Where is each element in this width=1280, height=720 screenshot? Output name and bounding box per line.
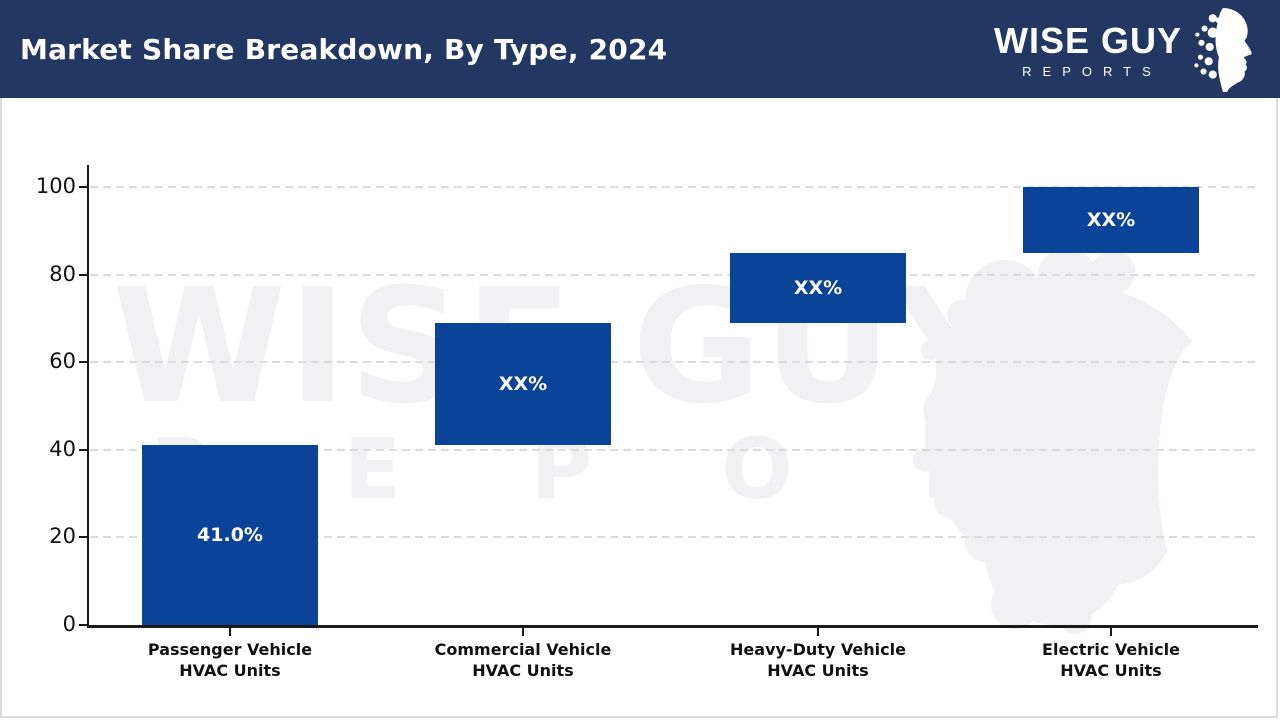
bar-value-label: XX% bbox=[1086, 208, 1136, 231]
x-tick-2 bbox=[522, 628, 524, 636]
logo-text: WISE GUY REPORTS bbox=[994, 20, 1182, 79]
category-label-line: HVAC Units bbox=[179, 661, 281, 680]
bar-segment-1: 41.0% bbox=[142, 445, 318, 625]
gridline-60 bbox=[90, 361, 1258, 364]
x-axis-line bbox=[87, 625, 1258, 628]
gridline-20 bbox=[90, 536, 1258, 539]
category-label-line: HVAC Units bbox=[1060, 661, 1162, 680]
logo-head-icon bbox=[1194, 8, 1252, 92]
y-tick-label-0: 0 bbox=[62, 612, 76, 636]
bar-value-label: XX% bbox=[793, 276, 843, 299]
category-label-line: Commercial Vehicle bbox=[434, 640, 612, 659]
bar-segment-3: XX% bbox=[730, 252, 906, 323]
y-tick-label-100: 100 bbox=[35, 174, 76, 198]
y-tick-100 bbox=[79, 186, 87, 188]
logo-subtitle: REPORTS bbox=[1022, 63, 1162, 79]
category-label-1: Passenger Vehicle HVAC Units bbox=[83, 639, 377, 681]
bar-value-label: XX% bbox=[498, 373, 548, 396]
y-tick-0 bbox=[79, 624, 87, 626]
category-label-line: Heavy-Duty Vehicle bbox=[730, 640, 906, 659]
category-label-line: Electric Vehicle bbox=[1042, 640, 1180, 659]
bar-value-label: 41.0% bbox=[197, 524, 263, 547]
y-tick-80 bbox=[79, 273, 87, 276]
category-label-line: HVAC Units bbox=[472, 661, 574, 680]
category-label-3: Heavy-Duty Vehicle HVAC Units bbox=[671, 639, 965, 681]
x-tick-1 bbox=[229, 628, 231, 636]
y-tick-label-40: 40 bbox=[49, 436, 76, 461]
gridline-100 bbox=[90, 186, 1258, 188]
bar-segment-2: XX% bbox=[435, 322, 611, 446]
y-tick-20 bbox=[79, 536, 87, 539]
y-axis-line bbox=[87, 165, 89, 627]
bar-segment-4: XX% bbox=[1023, 187, 1199, 253]
x-tick-3 bbox=[817, 628, 819, 636]
y-tick-label-20: 20 bbox=[49, 524, 76, 549]
category-label-2: Commercial Vehicle HVAC Units bbox=[376, 639, 670, 681]
header-band: Market Share Breakdown, By Type, 2024 WI… bbox=[0, 0, 1280, 98]
category-label-line: HVAC Units bbox=[767, 661, 869, 680]
category-label-line: Passenger Vehicle bbox=[147, 640, 313, 659]
category-label-4: Electric Vehicle HVAC Units bbox=[964, 639, 1258, 681]
y-tick-60 bbox=[79, 361, 87, 364]
page-title: Market Share Breakdown, By Type, 2024 bbox=[20, 33, 668, 66]
wise-guy-logo: WISE GUY REPORTS bbox=[994, 6, 1262, 92]
logo-wordmark: WISE GUY bbox=[993, 19, 1182, 61]
x-tick-4 bbox=[1110, 628, 1112, 636]
y-tick-label-60: 60 bbox=[49, 349, 76, 374]
gridline-80 bbox=[90, 273, 1258, 276]
y-tick-40 bbox=[79, 448, 87, 451]
y-tick-label-80: 80 bbox=[49, 261, 76, 286]
gridline-40 bbox=[90, 448, 1258, 451]
